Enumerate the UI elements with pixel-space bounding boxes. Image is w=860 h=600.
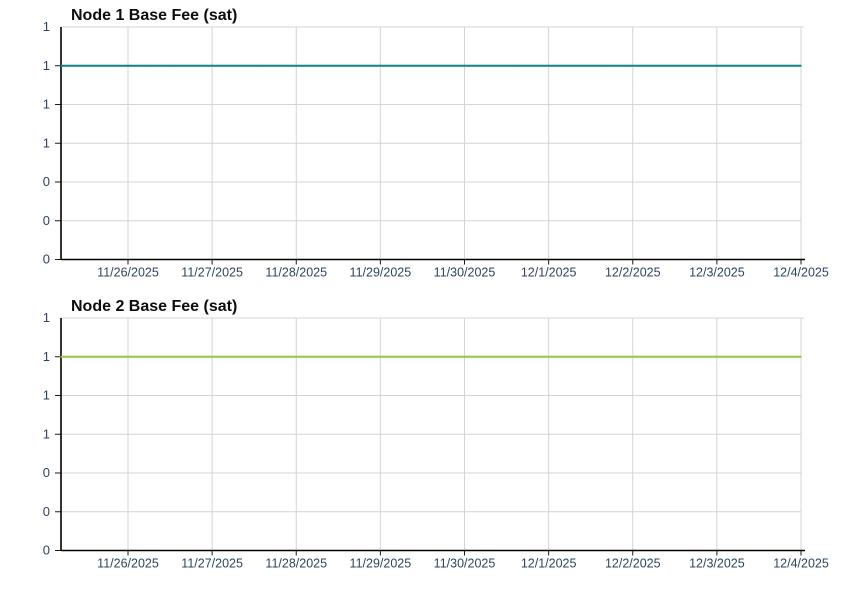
svg-text:1: 1 xyxy=(43,19,50,34)
svg-text:1: 1 xyxy=(43,427,50,442)
svg-text:1: 1 xyxy=(43,135,50,150)
svg-text:11/30/2025: 11/30/2025 xyxy=(434,557,496,571)
svg-text:0: 0 xyxy=(43,465,50,480)
svg-text:11/29/2025: 11/29/2025 xyxy=(350,557,412,571)
svg-text:12/3/2025: 12/3/2025 xyxy=(689,557,745,571)
svg-text:12/2/2025: 12/2/2025 xyxy=(605,557,661,571)
svg-text:11/27/2025: 11/27/2025 xyxy=(181,266,243,280)
svg-text:1: 1 xyxy=(43,388,50,403)
svg-text:1: 1 xyxy=(43,97,50,112)
svg-text:1: 1 xyxy=(43,58,50,73)
svg-text:11/28/2025: 11/28/2025 xyxy=(265,557,327,571)
svg-text:11/30/2025: 11/30/2025 xyxy=(434,266,496,280)
svg-text:1: 1 xyxy=(43,310,50,325)
svg-text:0: 0 xyxy=(43,504,50,519)
svg-text:1: 1 xyxy=(43,349,50,364)
svg-text:11/26/2025: 11/26/2025 xyxy=(97,266,159,280)
svg-text:12/2/2025: 12/2/2025 xyxy=(605,266,661,280)
svg-text:11/27/2025: 11/27/2025 xyxy=(181,557,243,571)
svg-text:12/1/2025: 12/1/2025 xyxy=(521,266,577,280)
svg-text:11/29/2025: 11/29/2025 xyxy=(350,266,412,280)
svg-text:0: 0 xyxy=(43,174,50,189)
svg-text:12/3/2025: 12/3/2025 xyxy=(689,266,745,280)
svg-text:12/4/2025: 12/4/2025 xyxy=(773,557,829,571)
svg-text:12/1/2025: 12/1/2025 xyxy=(521,557,577,571)
svg-text:11/26/2025: 11/26/2025 xyxy=(97,557,159,571)
svg-text:0: 0 xyxy=(43,543,50,558)
svg-text:12/4/2025: 12/4/2025 xyxy=(773,266,829,280)
svg-text:11/28/2025: 11/28/2025 xyxy=(265,266,327,280)
svg-text:0: 0 xyxy=(43,252,50,267)
svg-text:0: 0 xyxy=(43,213,50,228)
